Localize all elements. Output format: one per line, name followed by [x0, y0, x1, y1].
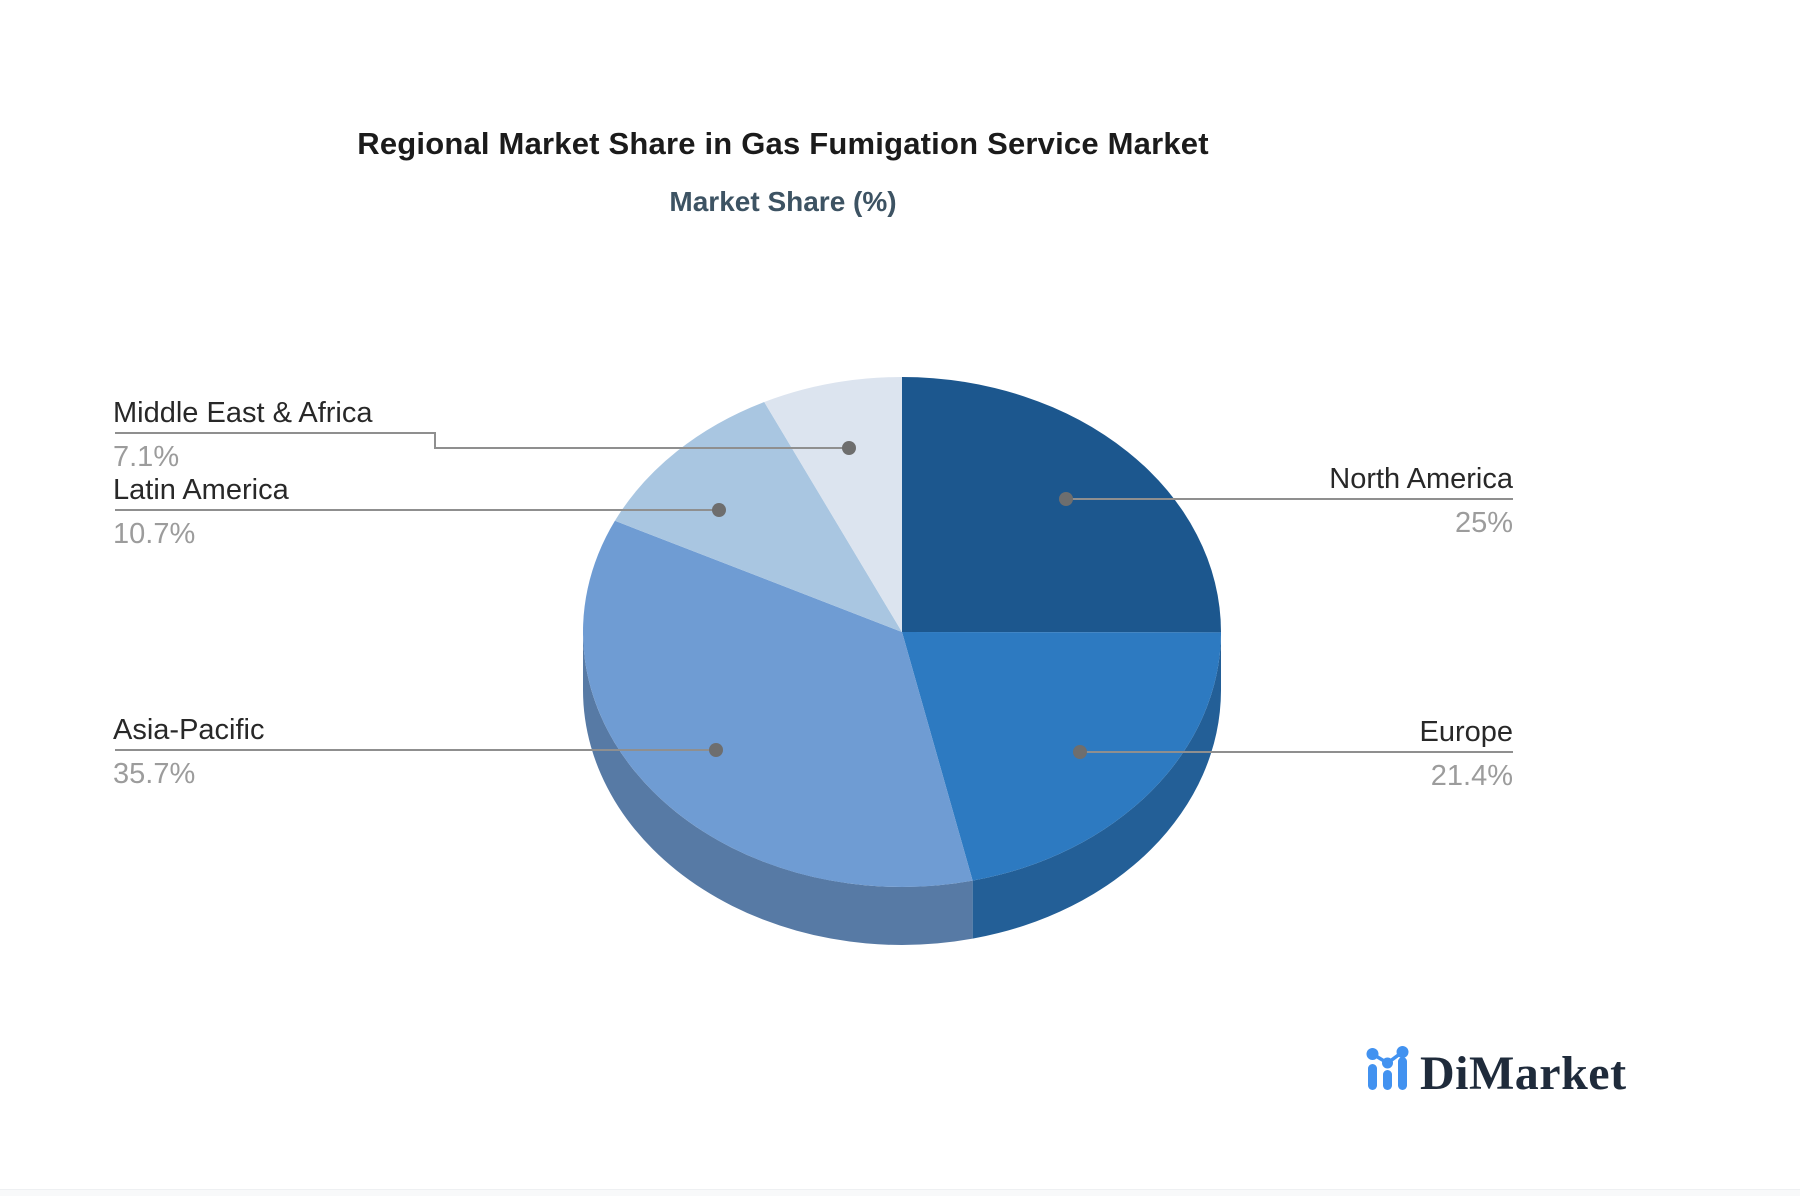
bar-line-chart-icon [1366, 1046, 1409, 1090]
slice-value-latin-america: 10.7% [113, 518, 196, 550]
slice-label-europe: Europe [1419, 716, 1513, 748]
chart-subtitle: Market Share (%) [669, 186, 897, 217]
slice-label-asia-pacific: Asia-Pacific [113, 714, 265, 746]
bottom-edge-strip [0, 1189, 1800, 1196]
slice-value-asia-pacific: 35.7% [113, 758, 196, 790]
slice-label-middle-east-africa: Middle East & Africa [113, 397, 373, 429]
slice-value-europe: 21.4% [1430, 760, 1513, 792]
slice-label-latin-america: Latin America [113, 474, 289, 506]
slice-value-north-america: 25% [1454, 507, 1513, 539]
chart-title: Regional Market Share in Gas Fumigation … [357, 126, 1209, 161]
brand-logo-text: DiMarket [1420, 1047, 1627, 1100]
slice-label-north-america: North America [1329, 463, 1513, 495]
slice-value-middle-east-africa: 7.1% [113, 441, 180, 473]
